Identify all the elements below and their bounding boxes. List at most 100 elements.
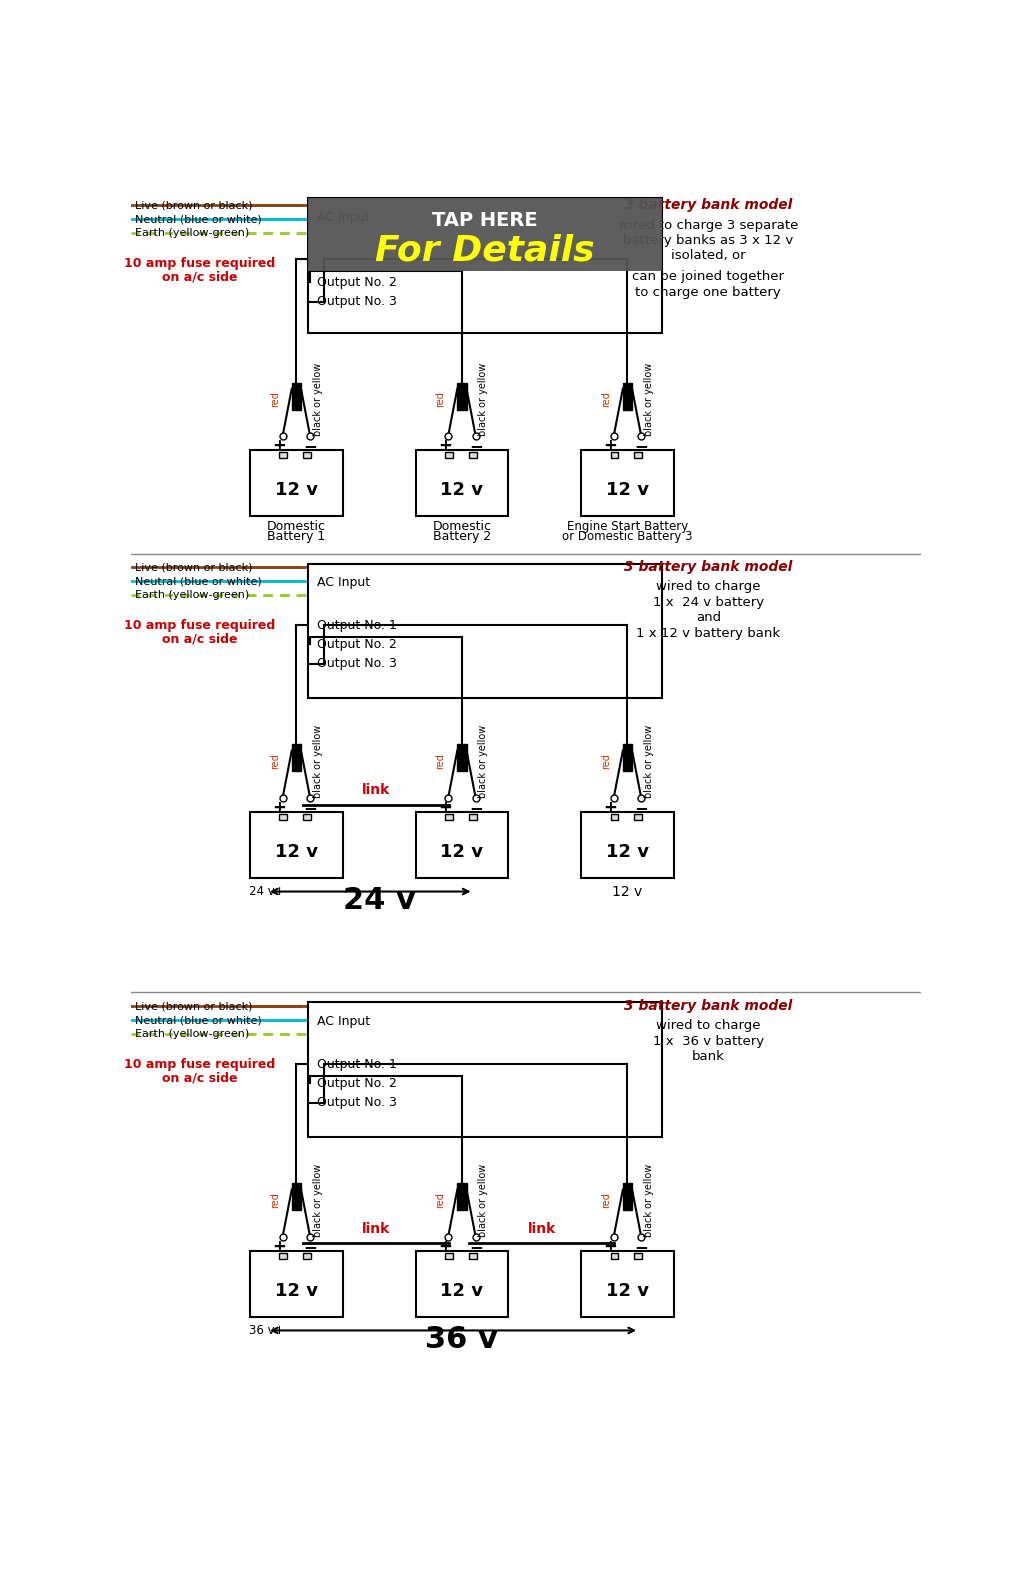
Bar: [610, 1253, 619, 1259]
Bar: [279, 814, 287, 821]
Text: Battery 2: Battery 2: [433, 531, 491, 543]
Text: +: +: [603, 800, 618, 817]
Text: Domestic: Domestic: [267, 520, 326, 532]
Text: black or yellow: black or yellow: [478, 1164, 488, 1237]
Text: black or yellow: black or yellow: [478, 725, 488, 798]
Text: Output No. 3: Output No. 3: [317, 657, 397, 670]
Text: black or yellow: black or yellow: [313, 363, 323, 436]
Bar: [279, 1253, 287, 1259]
Text: AC Input: AC Input: [317, 577, 370, 589]
Text: black or yellow: black or yellow: [313, 1164, 323, 1237]
Text: 36 v: 36 v: [426, 1326, 499, 1354]
Bar: [458, 383, 467, 410]
Text: Earth (yellow-green): Earth (yellow-green): [134, 591, 249, 600]
Text: Neutral (blue or white): Neutral (blue or white): [134, 214, 262, 225]
Text: −: −: [634, 800, 648, 817]
Bar: [308, 198, 662, 271]
Text: +: +: [273, 800, 286, 817]
Bar: [582, 450, 674, 516]
Bar: [445, 814, 452, 821]
Text: Earth (yellow-green): Earth (yellow-green): [134, 228, 249, 238]
Text: red: red: [435, 391, 445, 407]
Bar: [623, 744, 632, 771]
Text: black or yellow: black or yellow: [644, 1164, 654, 1237]
Text: Neutral (blue or white): Neutral (blue or white): [134, 577, 262, 586]
Text: Output No. 2: Output No. 2: [317, 638, 397, 651]
Bar: [291, 744, 301, 771]
Text: red: red: [435, 1193, 445, 1209]
Text: AC Input: AC Input: [317, 1015, 370, 1028]
Text: −: −: [634, 1239, 648, 1256]
Text: Live (brown or black): Live (brown or black): [134, 201, 252, 211]
Bar: [458, 744, 467, 771]
Text: −: −: [304, 437, 317, 456]
Text: For Details: For Details: [376, 233, 595, 268]
Text: on a/c side: on a/c side: [162, 632, 238, 646]
Text: on a/c side: on a/c side: [162, 271, 238, 284]
Text: 12 v: 12 v: [606, 843, 649, 862]
Text: wired to charge: wired to charge: [656, 1020, 760, 1033]
Text: wired to charge: wired to charge: [656, 580, 760, 594]
Text: red: red: [601, 391, 610, 407]
Text: 36 v+: 36 v+: [248, 1324, 284, 1337]
Bar: [250, 450, 343, 516]
Bar: [308, 1003, 662, 1137]
Text: black or yellow: black or yellow: [644, 725, 654, 798]
Text: 12 v: 12 v: [275, 482, 318, 499]
Bar: [304, 451, 311, 458]
Text: black or yellow: black or yellow: [644, 363, 654, 436]
Text: 3 battery bank model: 3 battery bank model: [624, 1000, 792, 1014]
Text: AC Input: AC Input: [317, 211, 370, 223]
Bar: [469, 1253, 476, 1259]
Bar: [469, 451, 476, 458]
Text: 3 battery bank model: 3 battery bank model: [624, 198, 792, 212]
Text: 10 amp fuse required: 10 amp fuse required: [124, 257, 276, 269]
Text: 12 v: 12 v: [606, 1281, 649, 1300]
Text: −: −: [469, 437, 482, 456]
Bar: [582, 813, 674, 878]
Text: +: +: [438, 800, 451, 817]
Text: +: +: [603, 437, 618, 456]
Text: 24 v+: 24 v+: [248, 885, 284, 898]
Text: isolated, or: isolated, or: [671, 249, 746, 263]
Text: 12 v: 12 v: [440, 843, 483, 862]
Text: red: red: [270, 1193, 280, 1209]
Bar: [610, 814, 619, 821]
Text: +: +: [438, 437, 451, 456]
Text: red: red: [270, 391, 280, 407]
Text: −: −: [634, 437, 648, 456]
Bar: [445, 1253, 452, 1259]
Bar: [634, 1253, 642, 1259]
Text: Output No. 1: Output No. 1: [317, 619, 397, 632]
Bar: [623, 383, 632, 410]
Text: 12 v: 12 v: [440, 482, 483, 499]
Bar: [308, 564, 662, 699]
Text: Engine Start Battery: Engine Start Battery: [566, 520, 688, 532]
Text: +: +: [273, 1239, 286, 1256]
Text: 12 v: 12 v: [275, 843, 318, 862]
Bar: [634, 451, 642, 458]
Text: 12 v: 12 v: [613, 884, 642, 898]
Text: −: −: [304, 800, 317, 817]
Text: −: −: [469, 800, 482, 817]
Bar: [416, 1251, 508, 1316]
Text: Live (brown or black): Live (brown or black): [134, 1001, 252, 1011]
Bar: [304, 814, 311, 821]
Text: +: +: [273, 437, 286, 456]
Text: red: red: [435, 754, 445, 770]
Bar: [416, 450, 508, 516]
Bar: [291, 1183, 301, 1210]
Bar: [279, 451, 287, 458]
Text: Earth (yellow-green): Earth (yellow-green): [134, 1030, 249, 1039]
Text: 24 v: 24 v: [343, 887, 416, 916]
Bar: [250, 813, 343, 878]
Text: red: red: [270, 754, 280, 770]
Text: Output No. 3: Output No. 3: [317, 295, 397, 309]
Text: 12 v: 12 v: [440, 1281, 483, 1300]
Text: 3 battery bank model: 3 battery bank model: [624, 561, 792, 575]
Text: black or yellow: black or yellow: [313, 725, 323, 798]
Text: Live (brown or black): Live (brown or black): [134, 562, 252, 572]
Text: battery banks as 3 x 12 v: battery banks as 3 x 12 v: [623, 234, 793, 247]
Text: red: red: [601, 754, 610, 770]
Text: link: link: [362, 1221, 390, 1236]
